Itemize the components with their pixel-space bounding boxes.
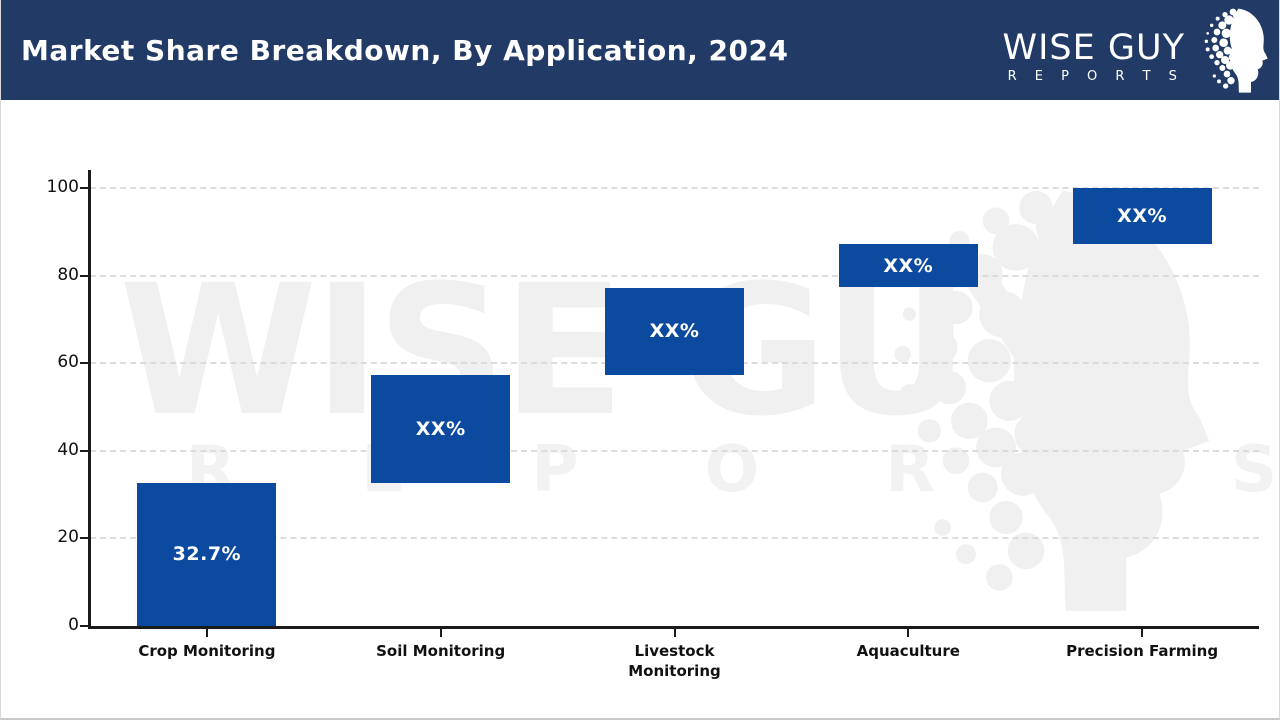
y-gridline <box>90 187 1259 189</box>
logo-wordmark: WISE GUY <box>1002 27 1185 68</box>
y-tick-label: 0 <box>68 615 79 635</box>
y-tick-label: 100 <box>46 177 79 197</box>
x-tick-mark <box>439 629 442 637</box>
logo-subtitle: R E P O R T S <box>1007 68 1184 84</box>
y-gridline <box>90 449 1259 452</box>
x-tick-mark <box>1141 629 1144 637</box>
y-tick-label: 20 <box>57 527 79 548</box>
y-axis-line <box>88 170 91 629</box>
y-tick-mark <box>80 449 88 452</box>
y-tick-mark <box>80 537 88 540</box>
bar-value-label: XX% <box>649 320 700 343</box>
bar-value-label: 32.7% <box>172 543 242 566</box>
x-tick-mark <box>673 629 676 637</box>
x-category-label: Livestock Monitoring <box>628 642 721 681</box>
y-gridline <box>90 537 1259 540</box>
y-tick-label: 60 <box>57 352 79 373</box>
y-tick-mark <box>80 625 88 627</box>
bar-value-label: XX% <box>1117 204 1168 227</box>
x-tick-mark <box>205 629 208 637</box>
y-tick-label: 40 <box>57 439 79 460</box>
wise-guy-reports-logo: WISE GUY R E P O R T S <box>1002 6 1269 94</box>
x-category-label: Aquaculture <box>856 642 960 660</box>
x-category-label: Crop Monitoring <box>138 642 276 660</box>
head-logo-icon <box>1189 6 1269 94</box>
y-tick-mark <box>80 274 88 277</box>
bar-value-label: XX% <box>415 417 466 440</box>
y-tick-mark <box>80 362 88 365</box>
bar: XX% <box>371 375 511 483</box>
bar: XX% <box>838 244 978 288</box>
logo-text: WISE GUY R E P O R T S <box>1002 27 1185 84</box>
x-category-label: Precision Farming <box>1066 642 1219 660</box>
bar: 32.7% <box>137 482 277 626</box>
bar: XX% <box>1072 188 1212 244</box>
header-bar: Market Share Breakdown, By Application, … <box>1 0 1279 100</box>
bar-value-label: XX% <box>883 254 934 277</box>
y-tick-mark <box>80 187 88 189</box>
x-category-label: Soil Monitoring <box>376 642 506 660</box>
x-axis-line <box>88 626 1259 629</box>
chart-title: Market Share Breakdown, By Application, … <box>21 33 789 67</box>
bar: XX% <box>605 287 744 376</box>
y-tick-label: 80 <box>57 264 79 285</box>
x-tick-mark <box>907 629 910 637</box>
y-gridline <box>90 274 1259 277</box>
